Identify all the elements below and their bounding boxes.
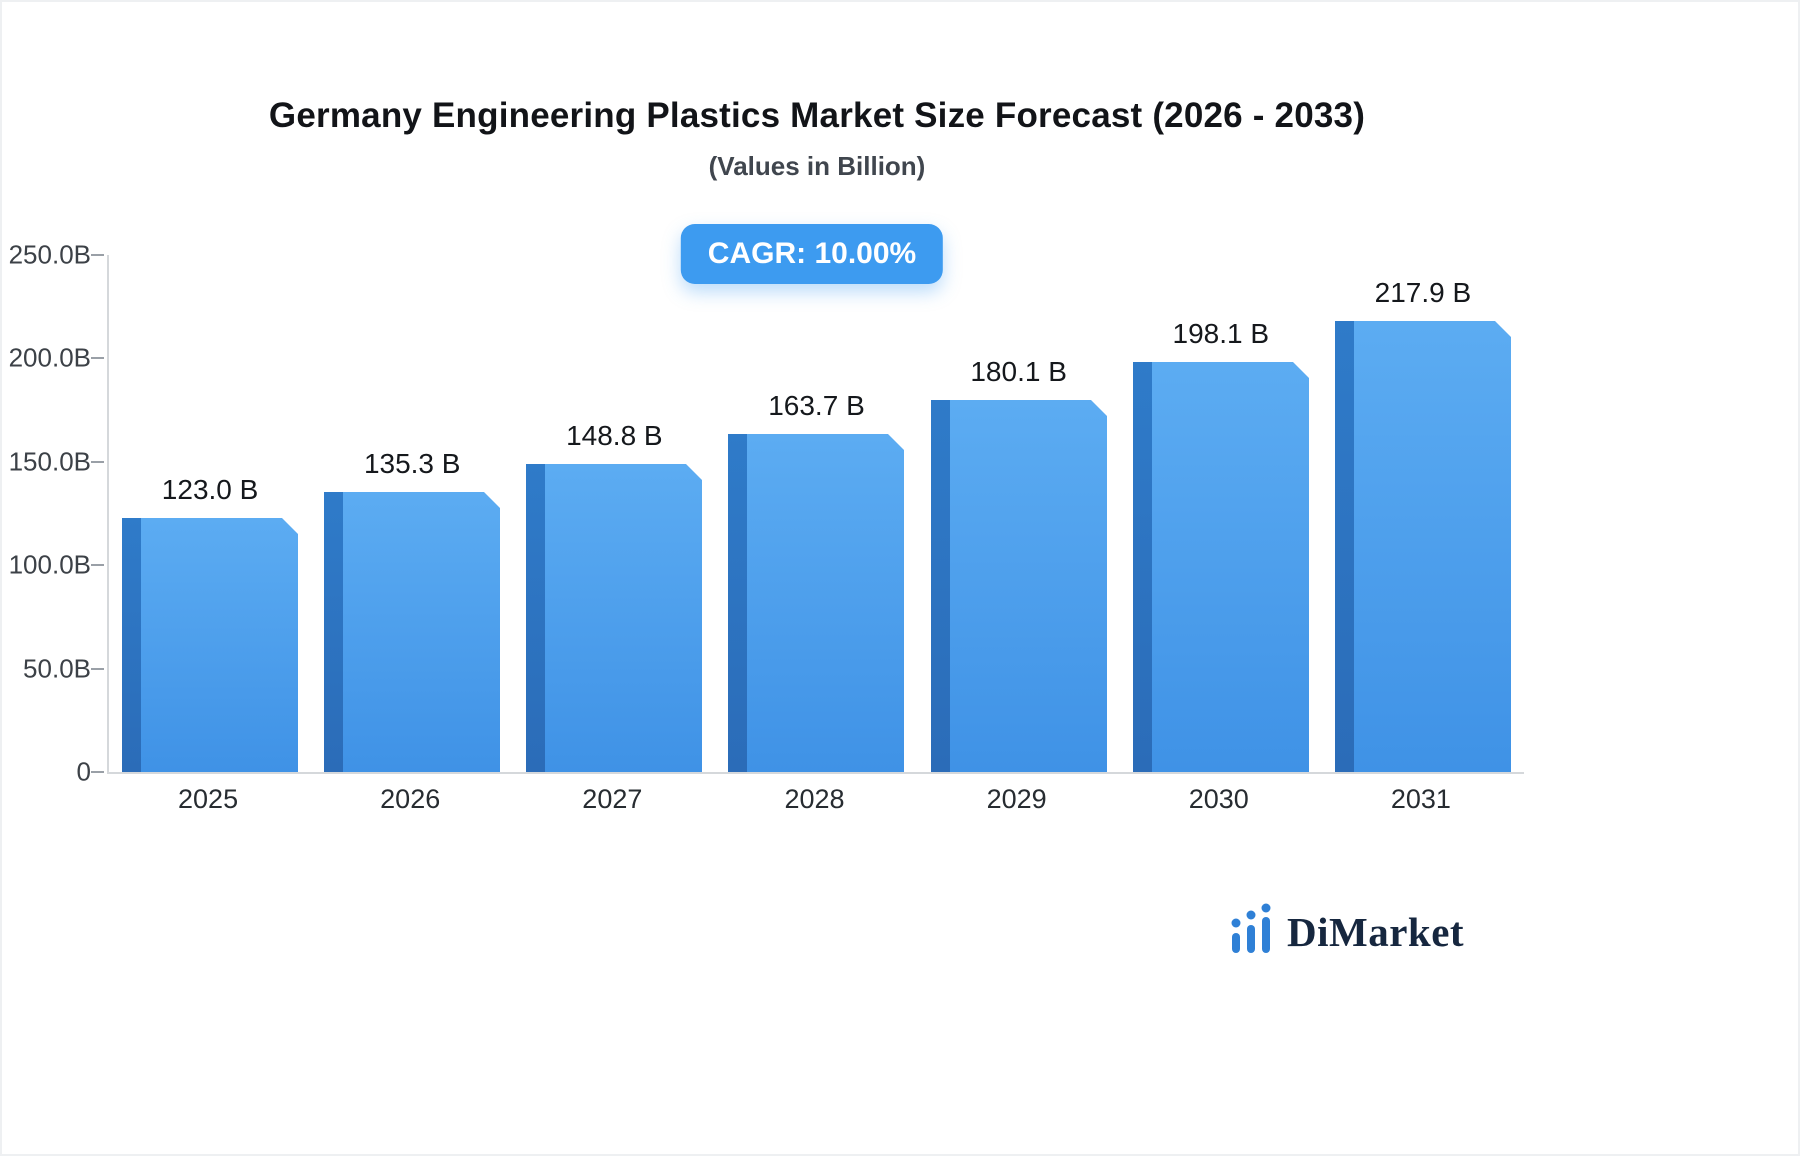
bar-side-face (1334, 321, 1354, 772)
bar-2026 (324, 492, 501, 772)
bar-top-bevel (484, 492, 501, 509)
y-axis-tick (91, 771, 104, 773)
bar-top-bevel (1292, 362, 1309, 379)
bar-chart-logo-icon (1231, 903, 1271, 953)
bar-2030 (1132, 362, 1309, 772)
bar-group: 163.7 B (715, 255, 917, 772)
plot-area: 123.0 B 135.3 B 148.8 B 163.7 B 180.1 B 198.1… (9, 240, 1524, 787)
y-axis-label: 200.0B (8, 342, 91, 373)
bar-top-bevel (1090, 399, 1107, 416)
y-axis-label: 250.0B (8, 239, 91, 270)
y-axis-label: 50.0B (23, 653, 91, 684)
bar-side-face (526, 464, 546, 772)
y-axis-label: 150.0B (8, 446, 91, 477)
bar-group: 180.1 B (918, 255, 1120, 772)
bars-container: 123.0 B 135.3 B 148.8 B 163.7 B 180.1 B 198.1… (109, 255, 1524, 772)
x-axis-label: 2025 (178, 784, 239, 814)
bar-side-face (728, 433, 748, 772)
y-axis-tick (91, 357, 104, 360)
logo-text: DiMarket (1287, 908, 1465, 955)
bar-side-face (1132, 362, 1152, 772)
x-axis-label: 2031 (1390, 784, 1451, 814)
bar-group: 135.3 B (311, 255, 513, 772)
chart-subtitle: (Values in Billion) (708, 151, 926, 181)
bar-top-bevel (282, 517, 299, 534)
bar-group: 123.0 B (109, 255, 311, 772)
bar-value-label: 123.0 B (161, 473, 259, 505)
bar-value-label: 148.8 B (566, 420, 663, 452)
bar-value-label: 217.9 B (1374, 277, 1472, 309)
x-axis-label: 2030 (1188, 784, 1249, 814)
bar-top-bevel (686, 464, 703, 481)
bar-group: 148.8 B (513, 255, 715, 772)
y-axis-tick (91, 667, 104, 670)
bar-front-face (1151, 362, 1309, 772)
bar-side-face (122, 517, 142, 772)
bar-front-face (545, 464, 703, 772)
x-axis-label: 2028 (784, 784, 845, 814)
bar-side-face (324, 492, 344, 772)
y-axis-tick (91, 254, 104, 256)
chart-title: Germany Engineering Plastics Market Size… (268, 96, 1366, 135)
bar-value-label: 198.1 B (1172, 318, 1270, 350)
bar-value-label: 135.3 B (363, 448, 461, 480)
bar-2027 (526, 464, 703, 772)
y-axis-tick (91, 564, 104, 567)
bar-top-bevel (888, 433, 905, 450)
dimarket-logo: DiMarket (1230, 903, 1464, 955)
cagr-badge: CAGR: 10.00% (680, 224, 944, 284)
bar-group: 217.9 B (1322, 255, 1524, 772)
bar-value-label: 180.1 B (970, 355, 1067, 387)
x-axis-labels: 2025 2026 2027 2028 2029 2030 2031 (107, 784, 1522, 815)
bar-2031 (1334, 321, 1511, 772)
x-axis-label: 2029 (986, 784, 1047, 814)
bar-front-face (747, 433, 905, 772)
bar-value-label: 163.7 B (768, 389, 865, 421)
bar-group: 198.1 B (1120, 255, 1322, 772)
bar-2029 (930, 399, 1107, 772)
bar-front-face (343, 492, 501, 772)
bar-top-bevel (1494, 321, 1511, 338)
bar-front-face (949, 399, 1107, 772)
y-axis-tick (91, 460, 104, 463)
bar-front-face (141, 517, 299, 772)
bar-front-face (1353, 321, 1511, 772)
x-axis-label: 2026 (380, 784, 441, 814)
x-axis-label: 2027 (582, 784, 643, 814)
y-axis-label: 100.0B (8, 549, 91, 580)
y-axis-label: 0 (76, 756, 91, 787)
bar-2025 (122, 517, 299, 772)
bar-side-face (930, 399, 950, 772)
bar-2028 (728, 433, 905, 772)
